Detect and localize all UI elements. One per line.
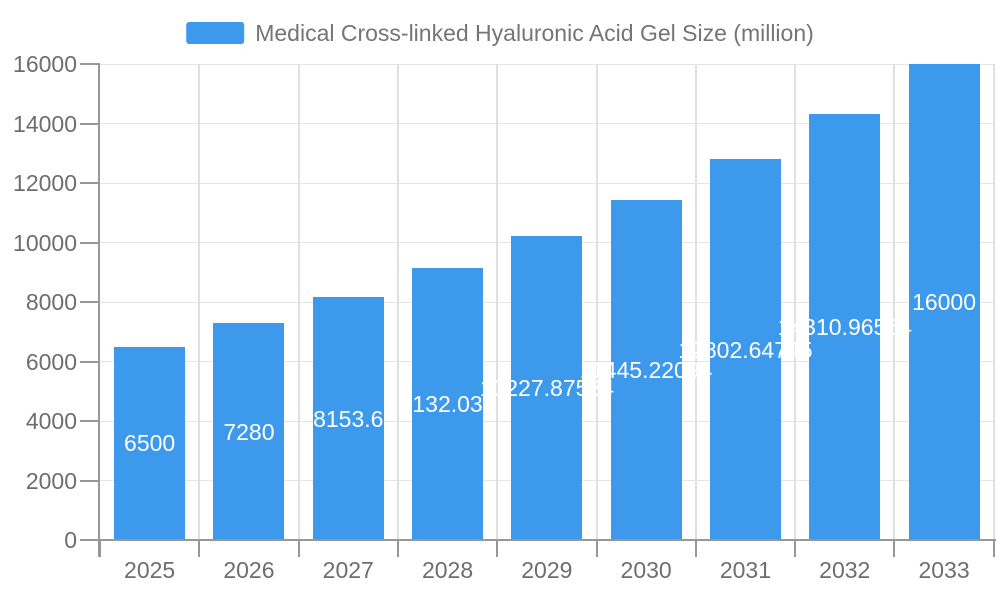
bar-2033[interactable] — [908, 64, 980, 540]
x-axis-label: 2029 — [521, 557, 573, 583]
x-axis-tick — [198, 540, 201, 557]
bar-value-label: 14310.96554 — [777, 314, 912, 341]
y-axis-tick — [80, 479, 100, 482]
y-axis-tick — [80, 63, 100, 65]
y-axis-label: 10000 — [13, 229, 77, 256]
x-axis-label: 2027 — [322, 557, 374, 583]
x-axis-label: 2032 — [819, 557, 871, 583]
bar-value-label: 16000 — [912, 289, 977, 315]
y-axis-label: 6000 — [25, 348, 77, 375]
x-axis-label: 2030 — [620, 557, 672, 583]
y-axis-tick — [80, 122, 100, 125]
legend-item[interactable]: Medical Cross-linked Hyaluronic Acid Gel… — [186, 21, 814, 45]
x-axis-label: 2028 — [421, 557, 474, 583]
y-axis-label: 14000 — [13, 110, 77, 137]
x-gridline — [496, 64, 499, 540]
y-axis-label: 2000 — [25, 467, 77, 494]
y-gridline — [100, 182, 994, 184]
x-gridline — [794, 64, 797, 540]
x-gridline — [198, 64, 201, 540]
y-axis-tick — [80, 301, 100, 303]
bar-2027[interactable] — [312, 297, 384, 540]
y-axis-label: 0 — [64, 527, 77, 553]
bar-2031[interactable] — [709, 159, 781, 540]
x-gridline — [396, 64, 399, 540]
x-axis-line — [80, 539, 996, 541]
bar-value-label: 12802.64745 — [678, 336, 813, 363]
x-axis-label: 2033 — [918, 557, 970, 583]
bar-2028[interactable] — [412, 268, 484, 540]
x-axis-tick — [297, 540, 300, 557]
x-gridline — [893, 64, 896, 540]
x-gridline — [992, 64, 995, 540]
y-axis-label: 8000 — [25, 289, 77, 315]
y-axis-label: 16000 — [13, 51, 77, 77]
x-axis-tick — [694, 540, 697, 557]
bar-2032[interactable] — [809, 114, 881, 540]
y-gridline — [100, 123, 994, 124]
bar-value-label: 6500 — [124, 430, 176, 457]
y-axis-tick — [80, 182, 100, 184]
x-axis-tick — [992, 540, 995, 557]
x-axis-tick — [893, 540, 896, 557]
bar-value-label: 8153.6 — [313, 405, 384, 432]
x-axis-label: 2026 — [223, 557, 275, 583]
x-axis-tick — [99, 540, 101, 557]
bar-2030[interactable] — [610, 199, 682, 540]
bar-value-label: 7280 — [223, 418, 275, 445]
y-axis-line — [98, 64, 100, 557]
x-gridline — [694, 64, 697, 540]
legend-swatch-icon — [186, 22, 245, 44]
x-gridline — [297, 64, 300, 540]
y-axis-label: 4000 — [25, 408, 77, 434]
bar-value-label: 9132.032 — [399, 391, 496, 418]
bar-value-label: 10227.87584 — [479, 374, 614, 401]
y-axis-label: 12000 — [13, 170, 77, 196]
x-axis-tick — [496, 540, 499, 557]
x-axis-tick — [396, 540, 399, 557]
x-gridline — [595, 64, 598, 540]
x-axis-label: 2025 — [124, 557, 176, 583]
bar-2029[interactable] — [511, 235, 583, 540]
y-gridline — [100, 63, 994, 65]
y-axis-tick — [80, 420, 100, 422]
legend-label: Medical Cross-linked Hyaluronic Acid Gel… — [255, 20, 814, 46]
x-axis-label: 2031 — [719, 557, 772, 583]
x-axis-tick — [794, 540, 797, 557]
y-axis-tick — [80, 241, 100, 244]
x-axis-tick — [595, 540, 598, 557]
bar-value-label: 11445.22094 — [579, 356, 713, 383]
bar-2026[interactable] — [213, 323, 285, 540]
bar-2025[interactable] — [114, 346, 186, 540]
y-axis-tick — [80, 360, 100, 363]
